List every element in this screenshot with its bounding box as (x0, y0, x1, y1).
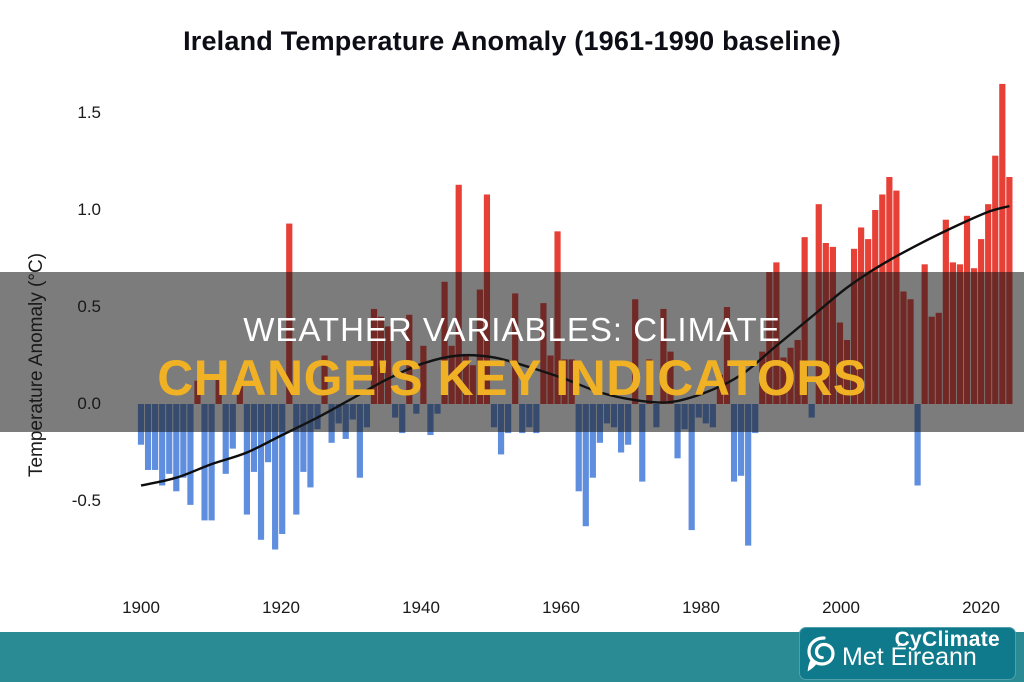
anomaly-bar-1922 (293, 404, 300, 515)
anomaly-bar-1912 (222, 404, 229, 474)
anomaly-bar-1978 (688, 404, 695, 531)
y-tick-1-0: 1.0 (77, 200, 101, 219)
anomaly-bar-1971 (639, 404, 646, 482)
anomaly-bar-1906 (180, 404, 187, 478)
met-eireann-logo-box: CyClimate Met Éireann (799, 627, 1016, 680)
anomaly-bar-1962 (575, 404, 582, 492)
anomaly-bar-1907 (187, 404, 194, 505)
anomaly-bar-1963 (582, 404, 589, 527)
anomaly-bar-1910 (208, 404, 215, 521)
x-tick-1900: 1900 (122, 598, 160, 617)
anomaly-bar-1984 (730, 404, 738, 482)
anomaly-bar-1919 (272, 404, 279, 550)
anomaly-bar-1924 (307, 404, 314, 488)
anomaly-bar-2010 (914, 404, 921, 486)
chart-title: Ireland Temperature Anomaly (1961-1990 b… (183, 26, 841, 56)
x-tick-2000: 2000 (822, 598, 860, 617)
anomaly-bar-1909 (201, 404, 208, 521)
anomaly-bar-1918 (264, 404, 272, 463)
x-tick-2020: 2020 (962, 598, 1000, 617)
x-tick-1920: 1920 (262, 598, 300, 617)
anomaly-bar-1931 (356, 404, 363, 478)
anomaly-bar-1920 (279, 404, 286, 534)
x-tick-1980: 1980 (682, 598, 720, 617)
anomaly-bar-1986 (745, 404, 752, 546)
y-tick-1-5: 1.5 (77, 103, 101, 122)
anomaly-bar-1923 (300, 404, 307, 472)
anomaly-bar-1915 (243, 404, 250, 515)
anomaly-bar-1903 (159, 404, 166, 486)
anomaly-bar-2022 (999, 83, 1006, 405)
headline-overlay-band: WEATHER VARIABLES: CLIMATE CHANGE'S KEY … (0, 272, 1024, 432)
headline-line-1: WEATHER VARIABLES: CLIMATE (243, 311, 781, 348)
anomaly-bar-1964 (589, 404, 596, 478)
headline-line-2: CHANGE'S KEY INDICATORS (157, 350, 867, 406)
anomaly-bar-1905 (173, 404, 180, 492)
met-eireann-wordmark: Met Éireann (842, 643, 977, 671)
x-tick-1940: 1940 (402, 598, 440, 617)
anomaly-bar-1917 (257, 404, 265, 540)
anomaly-bar-1916 (250, 404, 258, 472)
anomaly-bar-1985 (738, 404, 745, 476)
anomaly-bar-1902 (152, 404, 159, 470)
anomaly-bar-1904 (166, 404, 173, 474)
cyclone-swirl-icon (807, 636, 835, 672)
brand-name: CyClimate (894, 628, 1000, 651)
anomaly-bar-1901 (144, 404, 152, 470)
x-tick-1960: 1960 (542, 598, 580, 617)
y-tick-neg-0-5: -0.5 (71, 491, 101, 510)
